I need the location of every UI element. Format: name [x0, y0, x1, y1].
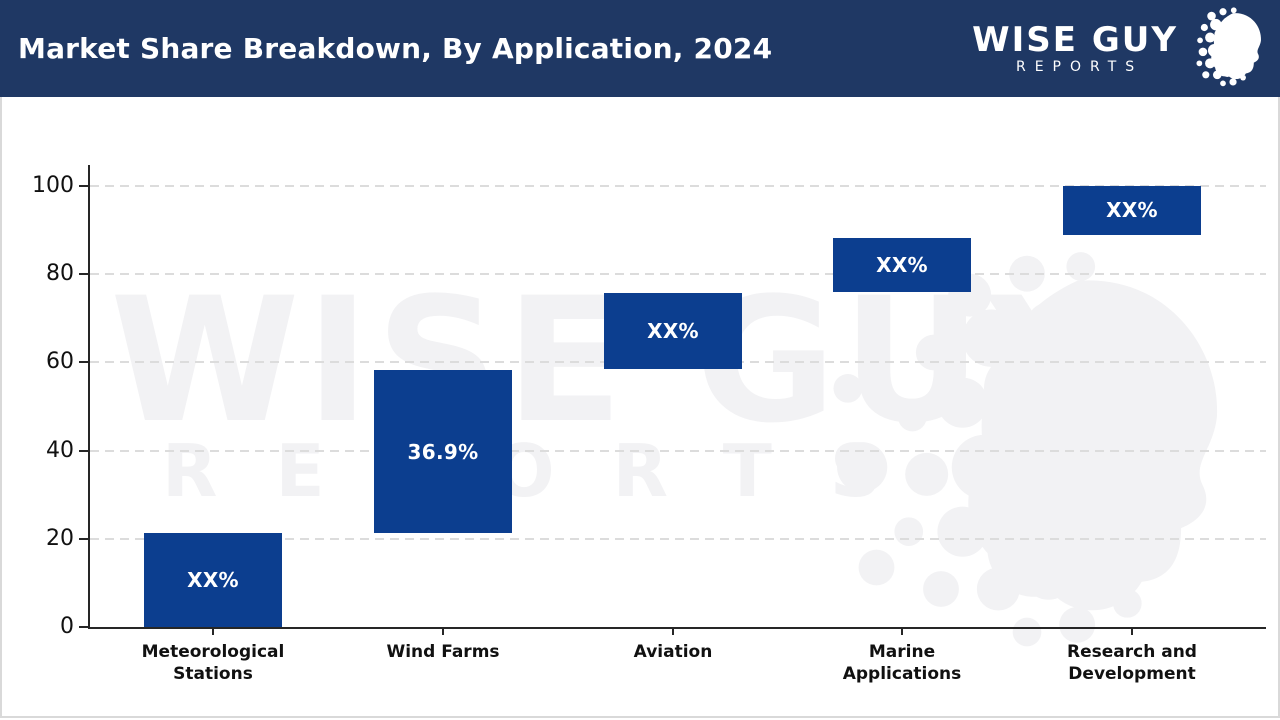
y-tick-mark — [79, 626, 88, 628]
gridline-y100 — [90, 185, 1266, 187]
bar-value-label: XX% — [187, 568, 239, 593]
bar-aviation: XX% — [604, 292, 742, 369]
y-tick-mark — [79, 273, 88, 276]
logo-face-icon — [1196, 6, 1262, 86]
bar-meteorological-stations: XX% — [144, 533, 282, 627]
logo-text: WISE GUY REPORTS — [972, 23, 1178, 74]
bar-value-label: XX% — [876, 252, 928, 277]
x-tick-mark — [212, 627, 214, 635]
x-category-label: Research and Development — [1067, 642, 1197, 685]
y-tick-label: 60 — [46, 349, 74, 375]
y-axis-line — [88, 165, 90, 629]
y-tick-label: 40 — [46, 437, 74, 463]
y-tick-mark — [79, 449, 88, 452]
x-category-label: Wind Farms — [386, 642, 500, 662]
x-tick-mark — [901, 627, 903, 635]
wise-guy-reports-logo: WISE GUY REPORTS — [972, 6, 1266, 92]
bar-value-label: 36.9% — [407, 439, 479, 464]
y-tick-label: 0 — [60, 614, 74, 639]
page-title: Market Share Breakdown, By Application, … — [18, 32, 773, 65]
x-category-label: Aviation — [633, 642, 713, 662]
bar-research-and-development: XX% — [1063, 186, 1201, 235]
x-category-label: Meteorological Stations — [141, 642, 285, 685]
gridline-y20 — [90, 537, 1266, 540]
y-tick-mark — [79, 185, 88, 187]
y-tick-label: 100 — [32, 173, 74, 198]
bar-value-label: XX% — [647, 318, 699, 343]
bar-marine-applications: XX% — [833, 237, 971, 292]
y-tick-label: 80 — [46, 261, 74, 287]
logo-wordmark: WISE GUY — [972, 20, 1178, 60]
x-tick-mark — [442, 627, 444, 635]
x-tick-mark — [1131, 627, 1133, 635]
watermark-subtitle: REPORTS — [162, 429, 940, 513]
x-tick-mark — [672, 627, 674, 635]
x-axis-line — [88, 627, 1266, 629]
y-tick-mark — [79, 361, 88, 364]
gridline-y40 — [90, 449, 1266, 452]
y-tick-mark — [79, 537, 88, 540]
chart-card: WISE GUY REPORTS 0 20 40 60 80 100 XX% Meteorol… — [0, 97, 1280, 718]
header-bar: Market Share Breakdown, By Application, … — [0, 0, 1280, 97]
bar-wind-farms: 36.9% — [374, 370, 512, 534]
gridline-y80 — [90, 273, 1266, 276]
logo-subtitle: REPORTS — [1015, 59, 1144, 75]
bar-value-label: XX% — [1106, 198, 1158, 223]
x-category-label: Marine Applications — [842, 642, 962, 685]
y-tick-label: 20 — [46, 525, 74, 551]
